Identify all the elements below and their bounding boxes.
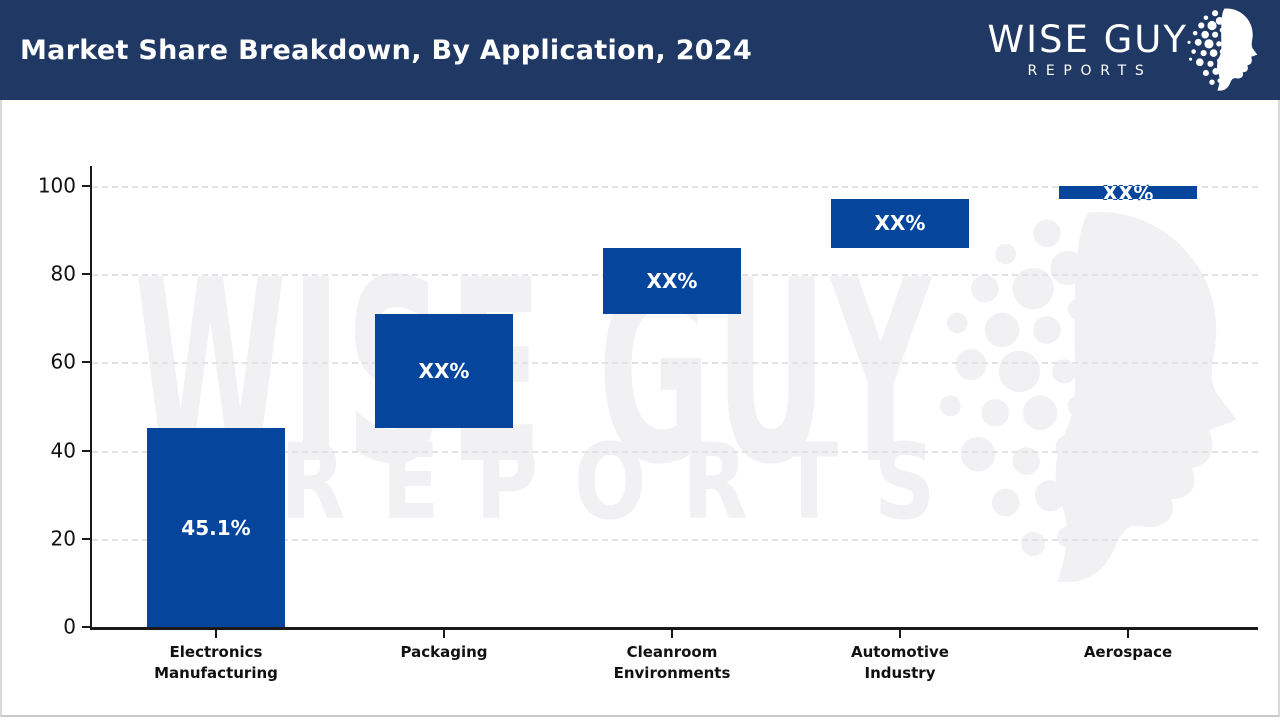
bar-cleanroom-environments: XX% <box>603 247 741 314</box>
x-tick-cleanroom-environments <box>671 630 673 638</box>
logo-subtext: REPORTS <box>1027 63 1153 79</box>
x-tick-label-line: Industry <box>864 664 936 682</box>
gridline-60 <box>92 362 1258 365</box>
y-tick-40 <box>82 449 90 452</box>
y-tick-80 <box>82 273 90 276</box>
x-tick-aerospace <box>1127 630 1129 638</box>
bar-packaging: XX% <box>375 313 513 429</box>
bar-value-label: XX% <box>1102 186 1154 200</box>
x-axis <box>90 627 1258 630</box>
page-title: Market Share Breakdown, By Application, … <box>20 34 753 66</box>
wise-guy-logo: WISE GUY REPORTS <box>988 4 1270 96</box>
y-tick-0 <box>82 626 90 628</box>
x-tick-label-line: Aerospace <box>1083 643 1173 661</box>
x-tick-label-electronics-manufacturing: Electronics Manufacturing <box>154 642 278 684</box>
x-tick-label-cleanroom-environments: Cleanroom Environments <box>614 642 731 684</box>
x-tick-label-packaging: Packaging <box>401 642 488 663</box>
bar-electronics-manufacturing: 45.1% <box>147 428 285 627</box>
y-tick-label-40: 40 <box>50 438 76 463</box>
y-tick-label-60: 60 <box>50 349 76 374</box>
y-tick-100 <box>82 185 90 187</box>
y-axis <box>90 166 92 630</box>
bar-automotive-industry: XX% <box>831 199 969 248</box>
gridline-20 <box>92 538 1258 541</box>
y-tick-label-80: 80 <box>50 261 76 286</box>
chart-canvas: WISE GUY REPORTS 0 20 40 60 80 100 Electronics… <box>0 100 1280 717</box>
logo-word: WISE GUY <box>987 18 1188 61</box>
x-tick-electronics-manufacturing <box>215 630 217 638</box>
bar-value-label: XX% <box>418 358 470 383</box>
x-tick-label-line: Manufacturing <box>154 664 278 682</box>
gridline-100 <box>92 186 1258 188</box>
bar-value-label: XX% <box>874 211 926 236</box>
y-tick-60 <box>82 361 90 364</box>
x-tick-label-automotive-industry: Automotive Industry <box>851 642 949 684</box>
x-tick-label-line: Automotive <box>851 643 949 661</box>
x-tick-label-line: Electronics <box>169 643 263 661</box>
logo-head-icon <box>1187 8 1258 91</box>
y-tick-label-20: 20 <box>50 526 76 551</box>
logo-wordmark: WISE GUY REPORTS <box>988 21 1188 79</box>
bar-chart: 0 20 40 60 80 100 Electronics Manufacturing Pack… <box>2 100 1278 715</box>
report-header: Market Share Breakdown, By Application, … <box>0 0 1280 100</box>
y-tick-label-100: 100 <box>37 173 76 198</box>
y-tick-20 <box>82 537 90 540</box>
bar-value-label: XX% <box>646 268 698 293</box>
x-tick-label-line: Environments <box>613 664 731 682</box>
bar-value-label: 45.1% <box>181 515 251 540</box>
x-tick-label-line: Cleanroom <box>626 643 718 661</box>
x-tick-packaging <box>443 630 445 638</box>
x-tick-label-line: Packaging <box>400 643 488 661</box>
bar-aerospace: XX% <box>1059 186 1197 200</box>
x-tick-automotive-industry <box>899 630 901 638</box>
y-tick-label-0: 0 <box>63 614 76 639</box>
x-tick-label-aerospace: Aerospace <box>1084 642 1172 663</box>
gridline-40 <box>92 450 1258 453</box>
